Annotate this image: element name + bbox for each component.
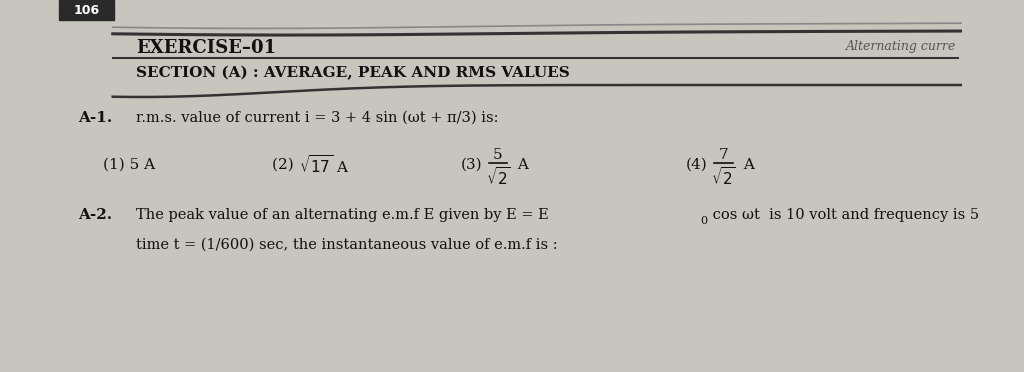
Bar	[59, 0, 114, 20]
Text: 106: 106	[74, 3, 99, 16]
Text: (2): (2)	[272, 158, 299, 172]
Text: EXERCISE–01: EXERCISE–01	[136, 39, 276, 57]
Text: $\sqrt{2}$: $\sqrt{2}$	[485, 166, 510, 188]
Text: (3): (3)	[461, 158, 482, 172]
Text: SECTION (A) : AVERAGE, PEAK AND RMS VALUES: SECTION (A) : AVERAGE, PEAK AND RMS VALU…	[136, 66, 570, 80]
Text: 5: 5	[494, 148, 503, 162]
Text: A-1.: A-1.	[78, 111, 113, 125]
Text: A: A	[738, 158, 755, 172]
Text: 7: 7	[719, 148, 728, 162]
Text: 0: 0	[700, 216, 708, 226]
Text: r.m.s. value of current i = 3 + 4 sin (ωt + π/3) is:: r.m.s. value of current i = 3 + 4 sin (ω…	[136, 111, 499, 125]
Text: A: A	[513, 158, 528, 172]
Text: $\sqrt{2}$: $\sqrt{2}$	[711, 166, 736, 188]
Text: A-2.: A-2.	[78, 208, 112, 222]
Text: $\sqrt{17}$ A: $\sqrt{17}$ A	[299, 154, 349, 176]
Text: (4): (4)	[686, 158, 708, 172]
Text: time t = (1/600) sec, the instantaneous value of e.m.f is :: time t = (1/600) sec, the instantaneous …	[136, 238, 558, 252]
Text: cos ωt  is 10 volt and frequency is 5: cos ωt is 10 volt and frequency is 5	[709, 208, 980, 222]
Text: (1) 5 A: (1) 5 A	[103, 158, 156, 172]
Text: The peak value of an alternating e.m.f E given by E = E: The peak value of an alternating e.m.f E…	[136, 208, 549, 222]
Text: Alternating curre: Alternating curre	[846, 39, 956, 52]
